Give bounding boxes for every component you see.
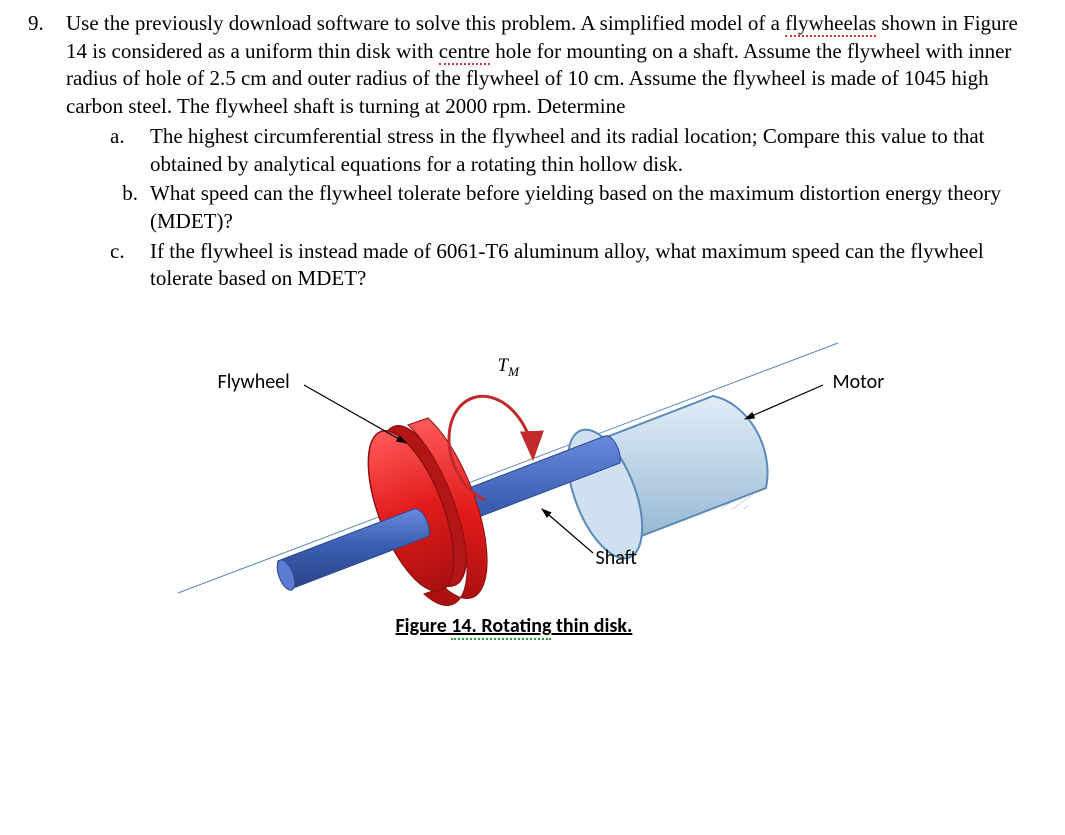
label-motor: Motor bbox=[833, 369, 885, 395]
figure-14: Flywheel TM Motor Shaft Figure 14. Rotat… bbox=[118, 313, 938, 643]
figure-caption: Figure 14. Rotating thin disk. bbox=[396, 613, 633, 639]
c-text-2: ? bbox=[357, 266, 366, 290]
caption-part2: thin disk. bbox=[551, 614, 632, 638]
caption-error: 14. Rotating bbox=[451, 614, 551, 640]
label-shaft: Shaft bbox=[596, 545, 637, 571]
figure-svg bbox=[118, 313, 938, 643]
tm-m: M bbox=[508, 364, 519, 379]
subpart-a-text: The highest circumferential stress in th… bbox=[150, 123, 1035, 178]
label-flywheel: Flywheel bbox=[218, 369, 290, 395]
label-tm: TM bbox=[498, 353, 519, 380]
subpart-a: a. The highest circumferential stress in… bbox=[110, 123, 1035, 178]
tm-t: T bbox=[498, 355, 509, 376]
subpart-b-text: What speed can the flywheel tolerate bef… bbox=[150, 180, 1035, 235]
c-text-err: on MDET bbox=[271, 266, 357, 290]
subpart-c-text: If the flywheel is instead made of 6061-… bbox=[150, 238, 1035, 293]
subpart-b: b. What speed can the flywheel tolerate … bbox=[110, 180, 1035, 235]
problem-number: 9. bbox=[20, 10, 56, 295]
problem-intro: Use the previously download software to … bbox=[66, 10, 1035, 121]
subpart-c-letter: c. bbox=[110, 238, 138, 293]
subpart-c: c. If the flywheel is instead made of 60… bbox=[110, 238, 1035, 293]
intro-text-1: Use the previously download software to … bbox=[66, 11, 785, 35]
intro-error-1: flywheelas bbox=[785, 11, 876, 37]
caption-part1: Figure bbox=[396, 614, 452, 638]
subpart-a-letter: a. bbox=[110, 123, 138, 178]
intro-error-2: centre bbox=[439, 39, 490, 65]
subpart-b-letter: b. bbox=[110, 180, 138, 235]
